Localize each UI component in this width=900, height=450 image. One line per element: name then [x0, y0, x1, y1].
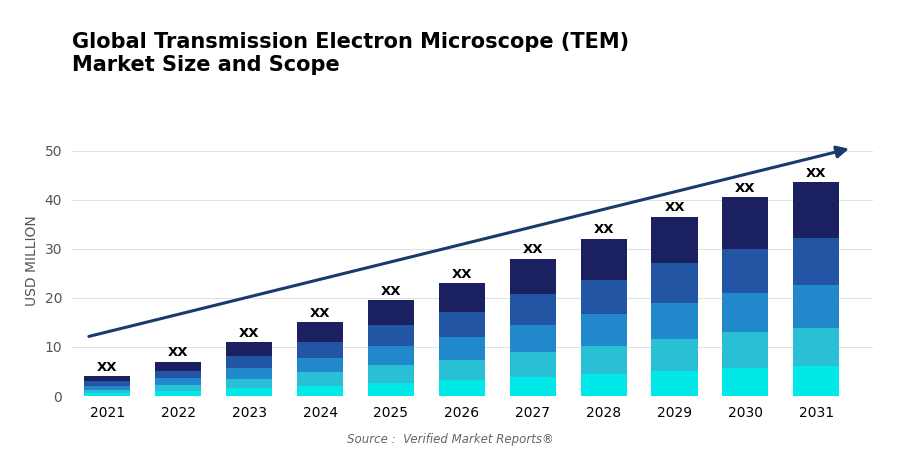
Bar [723, 292, 769, 333]
Text: Source :  Verified Market Reports®: Source : Verified Market Reports® [346, 432, 554, 446]
Bar [297, 386, 343, 396]
Text: XX: XX [735, 182, 756, 195]
Text: XX: XX [381, 285, 401, 298]
Bar [793, 285, 840, 328]
Bar [297, 322, 343, 342]
Bar [85, 382, 130, 386]
Bar [297, 358, 343, 373]
Bar [793, 182, 840, 238]
Bar [156, 385, 202, 391]
Bar [226, 342, 272, 356]
Bar [368, 346, 414, 365]
Bar [580, 239, 626, 280]
Bar [226, 356, 272, 368]
Text: XX: XX [806, 167, 826, 180]
Bar [509, 324, 556, 352]
Bar [85, 390, 130, 393]
Bar [580, 280, 626, 314]
Bar [793, 366, 840, 396]
Text: XX: XX [239, 327, 259, 340]
Bar [509, 377, 556, 396]
Bar [368, 382, 414, 396]
Bar [723, 197, 769, 249]
Bar [723, 249, 769, 292]
Bar [580, 314, 626, 346]
Bar [85, 393, 130, 396]
Y-axis label: USD MILLION: USD MILLION [25, 216, 39, 306]
Bar [793, 328, 840, 366]
Bar [156, 362, 202, 370]
Bar [85, 376, 130, 382]
Text: Global Transmission Electron Microscope (TEM)
Market Size and Scope: Global Transmission Electron Microscope … [72, 32, 629, 75]
Bar [156, 370, 202, 378]
Bar [509, 352, 556, 377]
Bar [580, 374, 626, 396]
Text: XX: XX [97, 361, 118, 374]
Bar [368, 325, 414, 346]
Bar [723, 333, 769, 368]
Bar [368, 365, 414, 382]
Bar [723, 368, 769, 396]
Bar [509, 294, 556, 324]
Bar [580, 346, 626, 374]
Bar [297, 342, 343, 358]
Bar [439, 380, 485, 396]
Bar [652, 303, 698, 339]
Bar [297, 373, 343, 386]
Bar [439, 338, 485, 360]
Text: XX: XX [168, 346, 189, 359]
Bar [509, 259, 556, 294]
Bar [226, 379, 272, 388]
Text: XX: XX [664, 201, 685, 214]
Bar [793, 238, 840, 285]
Bar [156, 391, 202, 396]
Bar [226, 368, 272, 379]
Bar [652, 371, 698, 396]
Text: XX: XX [593, 224, 614, 236]
Text: XX: XX [452, 268, 472, 281]
Bar [85, 386, 130, 390]
Bar [439, 283, 485, 312]
Bar [652, 217, 698, 263]
Text: XX: XX [523, 243, 543, 256]
Bar [368, 300, 414, 325]
Bar [226, 388, 272, 396]
Bar [156, 378, 202, 385]
Text: XX: XX [310, 307, 330, 320]
Bar [439, 312, 485, 338]
Bar [652, 339, 698, 371]
Bar [652, 263, 698, 303]
Bar [439, 360, 485, 380]
